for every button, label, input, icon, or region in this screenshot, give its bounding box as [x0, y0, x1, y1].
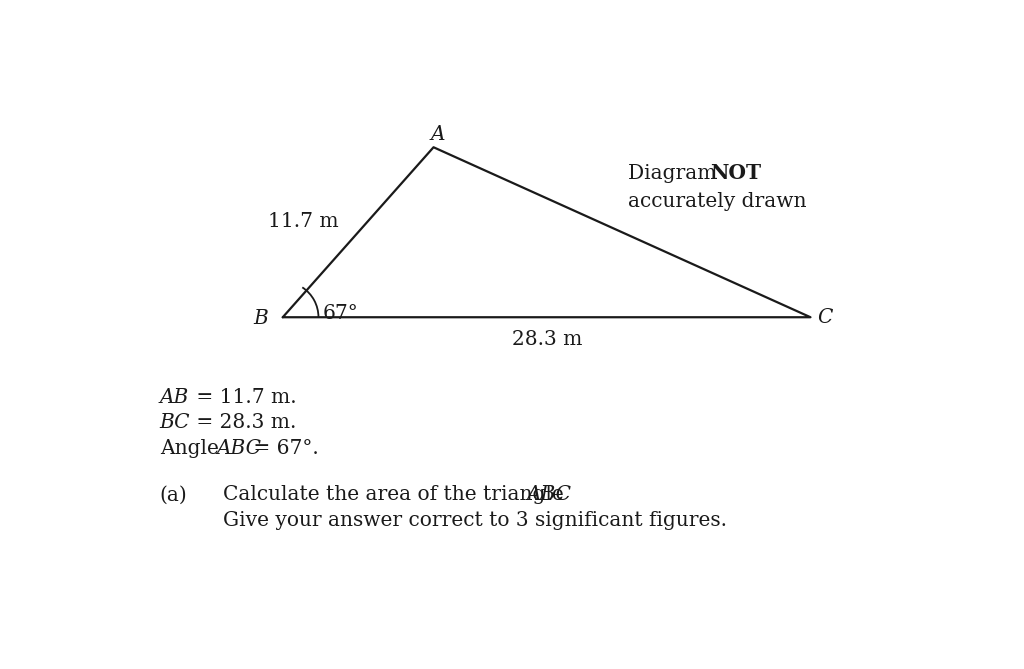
Text: ABC: ABC	[217, 439, 262, 458]
Text: BC: BC	[160, 413, 190, 432]
Text: ABC: ABC	[526, 486, 571, 504]
Text: Angle: Angle	[160, 439, 225, 458]
Text: C: C	[817, 308, 833, 326]
Text: Diagram: Diagram	[628, 163, 723, 183]
Text: 11.7 m: 11.7 m	[267, 213, 338, 231]
Text: Give your answer correct to 3 significant figures.: Give your answer correct to 3 significan…	[223, 511, 727, 531]
Text: (a): (a)	[160, 486, 187, 504]
Text: = 28.3 m.: = 28.3 m.	[189, 413, 296, 432]
Text: = 11.7 m.: = 11.7 m.	[189, 387, 297, 407]
Text: 67°: 67°	[323, 304, 358, 322]
Text: 28.3 m: 28.3 m	[512, 330, 583, 349]
Text: Calculate the area of the triangle: Calculate the area of the triangle	[223, 486, 570, 504]
Text: NOT: NOT	[710, 163, 761, 183]
Text: B: B	[253, 309, 268, 328]
Text: A: A	[430, 125, 444, 144]
Text: = 67°.: = 67°.	[247, 439, 318, 458]
Text: AB: AB	[160, 387, 189, 407]
Text: accurately drawn: accurately drawn	[628, 192, 807, 211]
Text: .: .	[557, 486, 563, 504]
